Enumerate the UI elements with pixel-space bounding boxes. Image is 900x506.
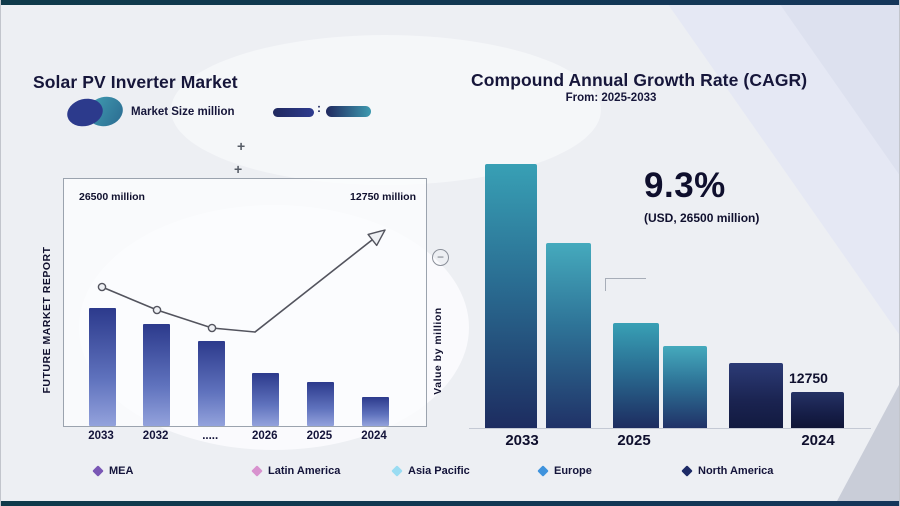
legend-label: Europe (554, 465, 592, 477)
right-axis-label: 2025 (617, 432, 651, 449)
right-chart (469, 150, 871, 429)
left-axis-label: ..... (202, 430, 219, 442)
left-axis-label: 2024 (361, 430, 387, 442)
legend-item-latin-america: Latin America (251, 465, 341, 477)
left-axis-label: 2025 (306, 430, 333, 442)
left-chart-ylabel: FUTURE MARKET REPORT (41, 246, 53, 394)
legend-label: Asia Pacific (408, 465, 470, 477)
left-chart-bars (64, 179, 426, 426)
pill-dark (273, 108, 314, 117)
right-chart-ylabel: Value by million (432, 307, 444, 395)
right-bar (485, 164, 537, 428)
legend-diamond-icon (537, 465, 549, 477)
legend-diamond-icon (391, 465, 403, 477)
bar-value-label: 12750 (789, 370, 828, 386)
left-chart-panel: 26500 million 12750 million (63, 178, 427, 427)
bottom-legend: MEA Latin America Asia Pacific Europe North … (1, 465, 899, 487)
plus-icon: + (237, 138, 246, 154)
right-chart-baseline (469, 428, 871, 429)
legend-item-europe: Europe (537, 465, 592, 477)
legend-item-north-america: North America (681, 465, 774, 477)
market-size-label: Market Size million (131, 106, 235, 118)
legend-label: MEA (109, 465, 134, 477)
bottom-border (1, 501, 899, 506)
cagr-value: 9.3% (644, 166, 726, 205)
right-bar (791, 392, 844, 428)
right-bar (613, 323, 659, 428)
legend-diamond-icon (681, 465, 693, 477)
step-decoration (605, 278, 646, 291)
legend-item-mea: MEA (92, 465, 134, 477)
market-size-icon (64, 93, 126, 130)
right-axis-label: 2033 (505, 432, 539, 449)
right-bar (729, 363, 783, 428)
left-chart-xlabels: 2033 2032..... 2026 2025 2024 (63, 430, 425, 446)
left-bar (88, 308, 116, 426)
cagr-caption: (USD, 26500 million) (644, 211, 760, 225)
minus-circle-icon: − (432, 249, 449, 266)
right-bar (663, 346, 707, 428)
left-axis-label: 2032 (142, 430, 169, 442)
legend-label: Latin America (268, 465, 341, 477)
plus-icon: + (234, 161, 243, 177)
colon-separator: : (317, 101, 321, 115)
left-chart-top-right-label: 12750 million (350, 191, 416, 203)
left-axis-label: 2026 (252, 430, 278, 442)
left-bar (197, 341, 225, 426)
left-chart-top-left-label: 26500 million (79, 191, 145, 203)
legend-item-asia-pacific: Asia Pacific (391, 465, 470, 477)
left-bar (361, 397, 389, 426)
right-section-title: Compound Annual Growth Rate (CAGR) (471, 69, 808, 90)
left-bar (252, 373, 280, 426)
left-axis-label: 2033 (88, 430, 114, 442)
right-bar (546, 243, 591, 428)
right-chart-xlabels: 2033 2025 2024 (469, 432, 871, 452)
right-axis-label: 2024 (801, 432, 835, 449)
left-bar (306, 382, 334, 426)
left-section-title: Solar PV Inverter Market (33, 71, 238, 92)
pill-teal (326, 106, 371, 117)
legend-diamond-icon (92, 465, 104, 477)
right-section-subtitle: From: 2025-2033 (565, 92, 657, 104)
legend-diamond-icon (251, 465, 263, 477)
legend-label: North America (698, 465, 774, 477)
background-blob (171, 35, 601, 185)
top-border (1, 0, 899, 5)
left-bar (143, 324, 171, 426)
